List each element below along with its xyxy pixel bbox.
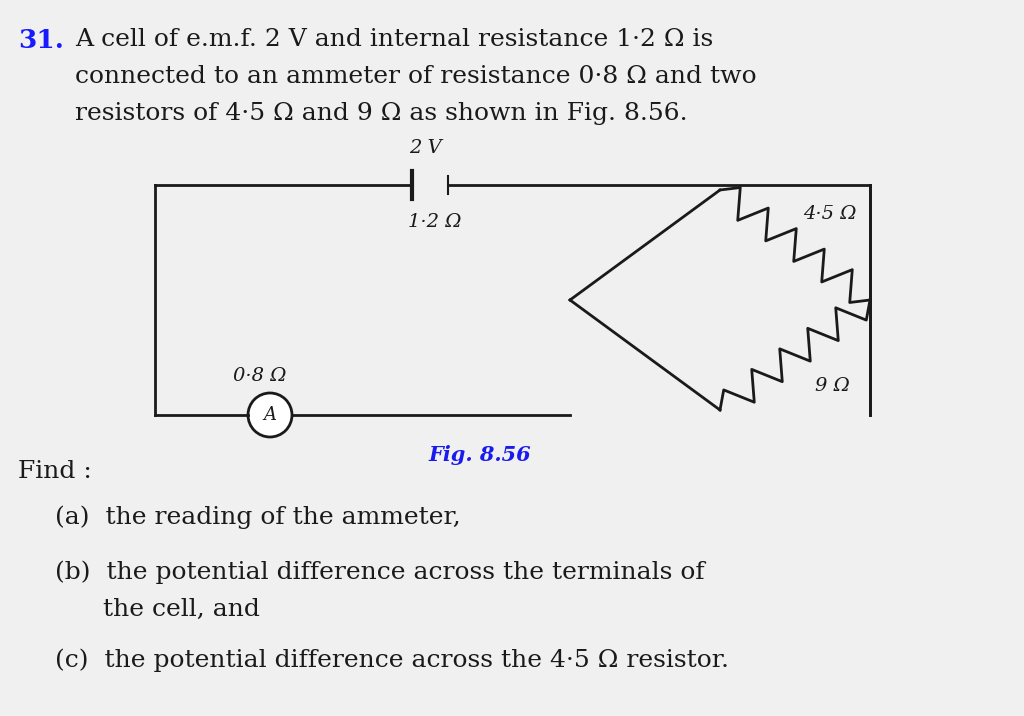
Text: the cell, and: the cell, and — [55, 598, 260, 621]
Text: (b)  the potential difference across the terminals of: (b) the potential difference across the … — [55, 560, 705, 584]
Circle shape — [248, 393, 292, 437]
Text: Find :: Find : — [18, 460, 92, 483]
Text: resistors of 4·5 Ω and 9 Ω as shown in Fig. 8.56.: resistors of 4·5 Ω and 9 Ω as shown in F… — [75, 102, 688, 125]
Text: 2 V: 2 V — [409, 139, 441, 157]
Text: (c)  the potential difference across the 4·5 Ω resistor.: (c) the potential difference across the … — [55, 648, 729, 672]
Text: A cell of e.m.f. 2 V and internal resistance 1·2 Ω is: A cell of e.m.f. 2 V and internal resist… — [75, 28, 714, 51]
Text: 4·5 Ω: 4·5 Ω — [803, 205, 856, 223]
Text: A: A — [263, 406, 276, 424]
Text: 0·8 Ω: 0·8 Ω — [233, 367, 287, 385]
Text: 1·2 Ω: 1·2 Ω — [409, 213, 462, 231]
Text: Fig. 8.56: Fig. 8.56 — [429, 445, 531, 465]
Text: 31.: 31. — [18, 28, 63, 53]
Text: 9 Ω: 9 Ω — [815, 377, 850, 395]
Text: (a)  the reading of the ammeter,: (a) the reading of the ammeter, — [55, 505, 461, 528]
Text: connected to an ammeter of resistance 0·8 Ω and two: connected to an ammeter of resistance 0·… — [75, 65, 757, 88]
